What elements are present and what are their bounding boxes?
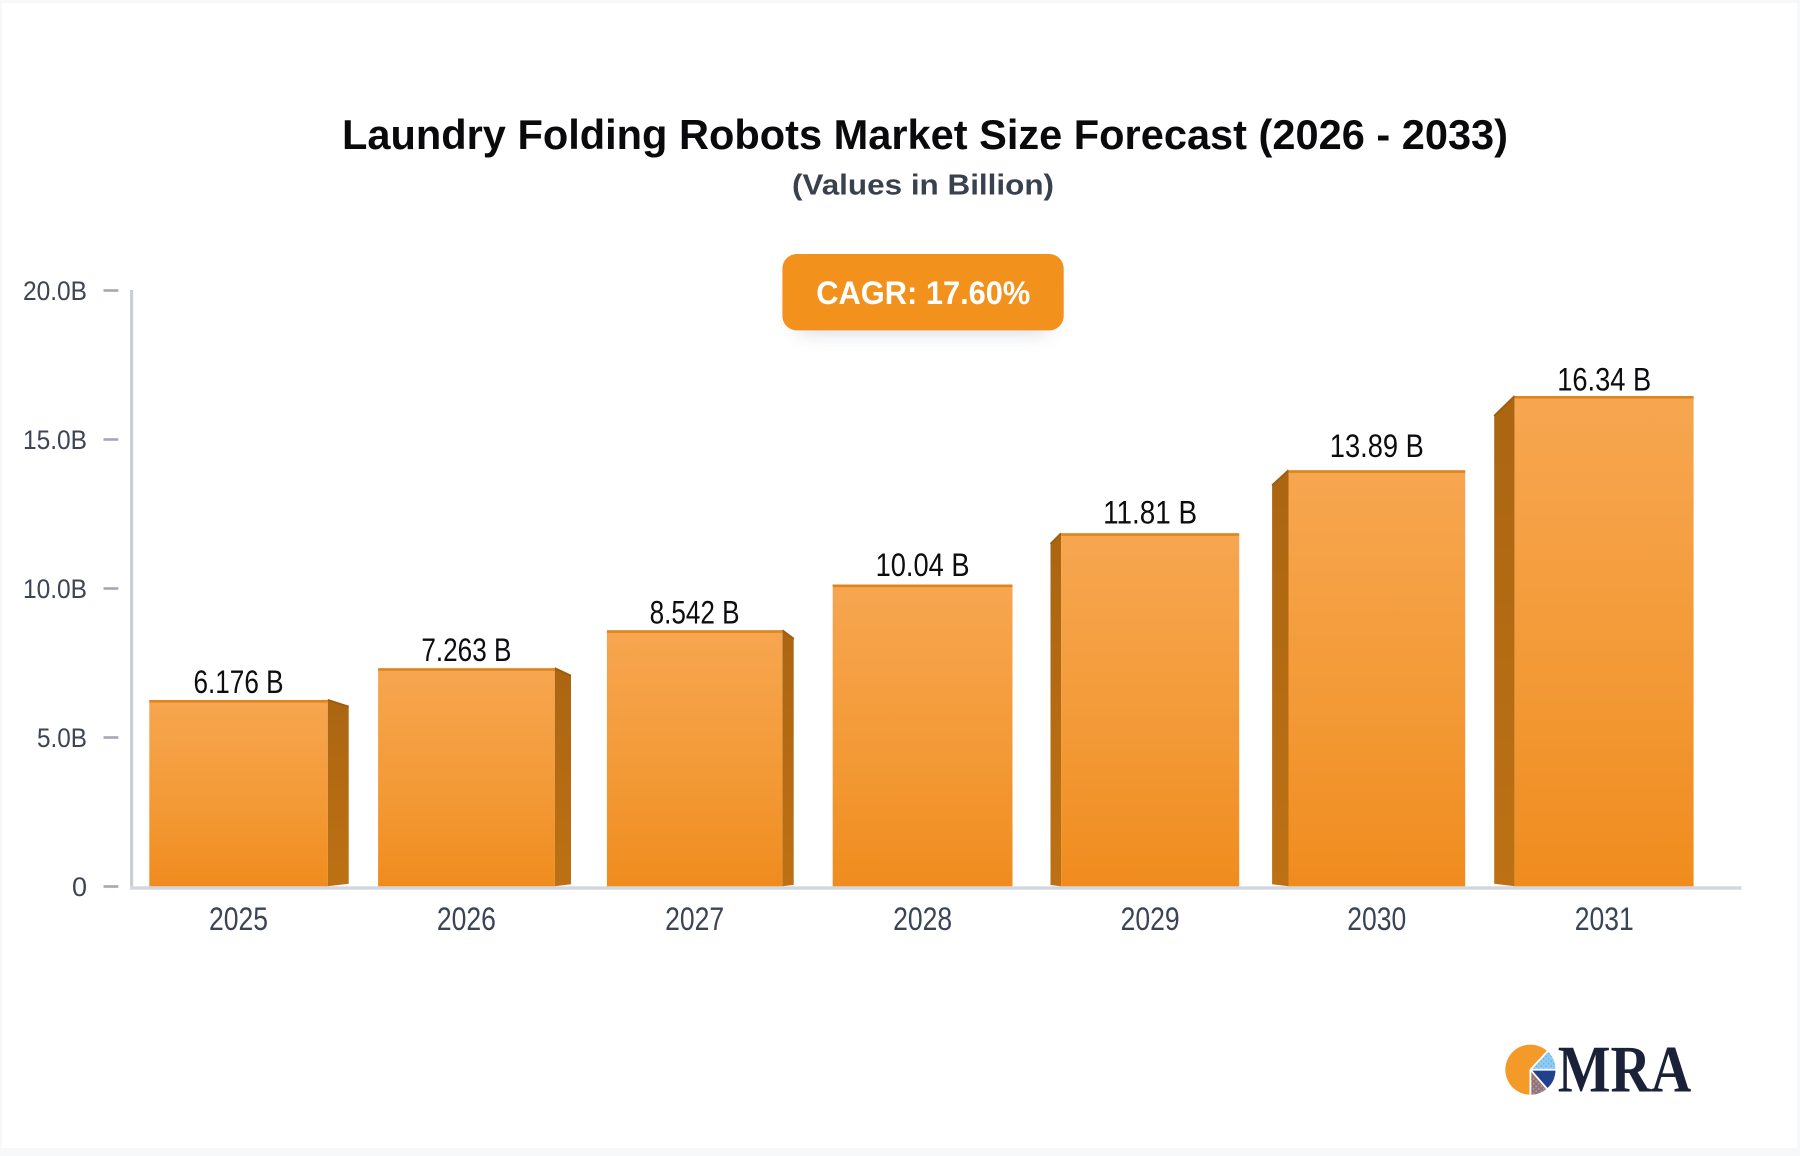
svg-text:2027: 2027 bbox=[665, 901, 724, 937]
svg-text:2026: 2026 bbox=[437, 901, 496, 937]
svg-text:(Values in Billion): (Values in Billion) bbox=[792, 170, 1054, 202]
svg-text:20.0B: 20.0B bbox=[23, 276, 87, 306]
svg-text:2031: 2031 bbox=[1575, 901, 1634, 937]
svg-text:0: 0 bbox=[72, 872, 87, 902]
svg-text:16.34 B: 16.34 B bbox=[1557, 361, 1651, 397]
svg-text:5.0B: 5.0B bbox=[37, 723, 87, 753]
svg-text:7.263 B: 7.263 B bbox=[421, 632, 511, 668]
svg-text:10.0B: 10.0B bbox=[23, 574, 87, 604]
svg-text:6.176 B: 6.176 B bbox=[194, 664, 284, 700]
svg-text:10.04 B: 10.04 B bbox=[876, 547, 970, 583]
svg-text:MRA: MRA bbox=[1558, 1033, 1692, 1107]
svg-text:2030: 2030 bbox=[1347, 901, 1406, 937]
svg-text:CAGR: 17.60%: CAGR: 17.60% bbox=[816, 275, 1030, 311]
svg-text:Laundry Folding Robots Market: Laundry Folding Robots Market Size Forec… bbox=[342, 111, 1508, 158]
svg-text:2028: 2028 bbox=[893, 901, 952, 937]
svg-text:13.89 B: 13.89 B bbox=[1330, 428, 1424, 464]
svg-text:8.542 B: 8.542 B bbox=[650, 595, 740, 631]
svg-text:2025: 2025 bbox=[209, 901, 268, 937]
svg-text:15.0B: 15.0B bbox=[23, 425, 87, 455]
svg-text:2029: 2029 bbox=[1121, 901, 1180, 937]
svg-text:11.81 B: 11.81 B bbox=[1103, 495, 1197, 531]
